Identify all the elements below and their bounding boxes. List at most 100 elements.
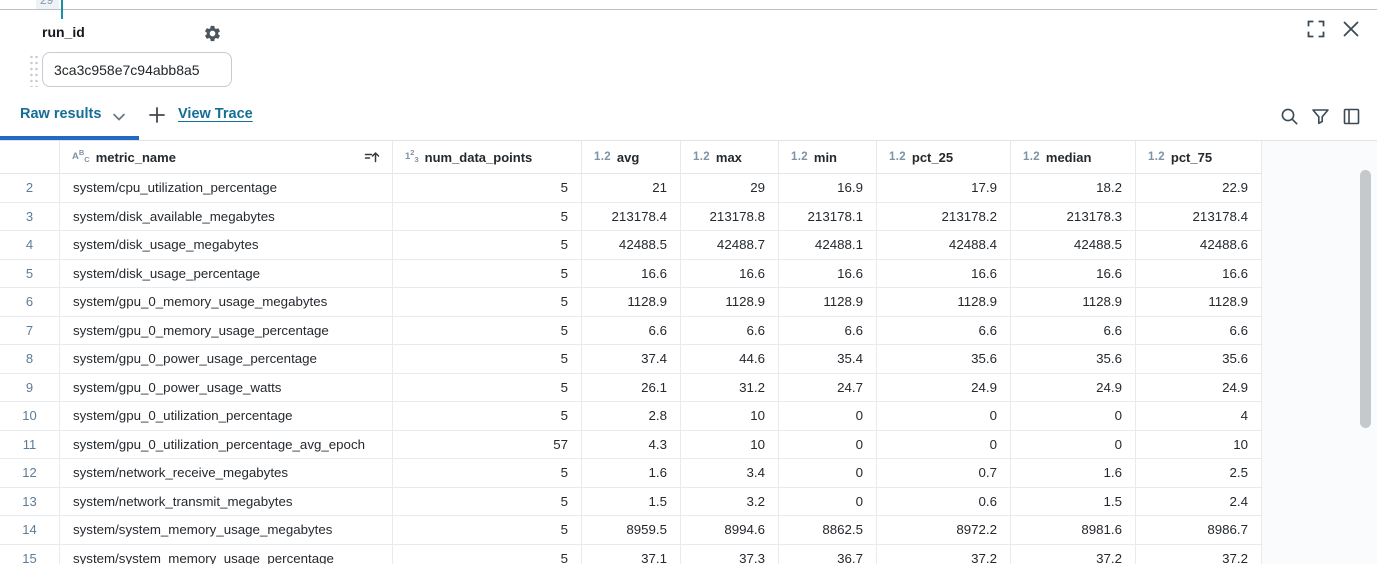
cell-num_data_points[interactable]: 5 [393, 288, 582, 316]
cell-avg[interactable]: 42488.5 [582, 231, 681, 259]
column-header-num_data_points[interactable]: 1 2 3 num_data_points [393, 141, 582, 173]
cell-num_data_points[interactable]: 5 [393, 202, 582, 230]
cell-metric_name[interactable]: system/gpu_0_power_usage_watts [60, 373, 393, 401]
cell-median[interactable]: 37.2 [1011, 544, 1136, 564]
cell-max[interactable]: 31.2 [681, 373, 779, 401]
table-row[interactable]: 10 system/gpu_0_utilization_percentage 5 2.… [0, 402, 1262, 431]
cell-min[interactable]: 0 [779, 487, 877, 515]
cell-avg[interactable]: 37.1 [582, 544, 681, 564]
cell-pct_75[interactable]: 8986.7 [1136, 516, 1262, 544]
cell-num_data_points[interactable]: 5 [393, 259, 582, 287]
cell-min[interactable]: 1128.9 [779, 288, 877, 316]
cell-metric_name[interactable]: system/disk_usage_percentage [60, 259, 393, 287]
row-number[interactable]: 9 [0, 373, 60, 401]
add-panel-button[interactable] [147, 105, 167, 125]
cell-min[interactable]: 24.7 [779, 373, 877, 401]
cell-pct_25[interactable]: 213178.2 [877, 202, 1011, 230]
cell-min[interactable]: 16.9 [779, 174, 877, 202]
cell-num_data_points[interactable]: 57 [393, 430, 582, 458]
row-number[interactable]: 14 [0, 516, 60, 544]
cell-avg[interactable]: 26.1 [582, 373, 681, 401]
cell-median[interactable]: 35.6 [1011, 345, 1136, 373]
cell-num_data_points[interactable]: 5 [393, 402, 582, 430]
vertical-scrollbar[interactable] [1360, 170, 1371, 428]
cell-pct_75[interactable]: 2.5 [1136, 459, 1262, 487]
cell-median[interactable]: 42488.5 [1011, 231, 1136, 259]
sort-ascending-icon[interactable] [364, 150, 380, 164]
table-row[interactable]: 9 system/gpu_0_power_usage_watts 5 26.1 31.2… [0, 373, 1262, 402]
cell-pct_75[interactable]: 213178.4 [1136, 202, 1262, 230]
fullscreen-icon[interactable] [1306, 19, 1326, 39]
cell-avg[interactable]: 213178.4 [582, 202, 681, 230]
table-row[interactable]: 4 system/disk_usage_megabytes 5 42488.5 4248… [0, 231, 1262, 260]
cell-max[interactable]: 44.6 [681, 345, 779, 373]
cell-metric_name[interactable]: system/network_transmit_megabytes [60, 487, 393, 515]
table-row[interactable]: 2 system/cpu_utilization_percentage 5 21 29 1… [0, 174, 1262, 203]
cell-num_data_points[interactable]: 5 [393, 459, 582, 487]
cell-num_data_points[interactable]: 5 [393, 231, 582, 259]
cell-min[interactable]: 6.6 [779, 316, 877, 344]
table-row[interactable]: 6 system/gpu_0_memory_usage_megabytes 5 112… [0, 288, 1262, 317]
cell-max[interactable]: 8994.6 [681, 516, 779, 544]
cell-metric_name[interactable]: system/gpu_0_memory_usage_percentage [60, 316, 393, 344]
row-number[interactable]: 12 [0, 459, 60, 487]
cell-median[interactable]: 213178.3 [1011, 202, 1136, 230]
table-row[interactable]: 12 system/network_receive_megabytes 5 1.6 3.… [0, 459, 1262, 488]
row-number[interactable]: 11 [0, 430, 60, 458]
cell-metric_name[interactable]: system/disk_usage_megabytes [60, 231, 393, 259]
cell-metric_name[interactable]: system/disk_available_megabytes [60, 202, 393, 230]
columns-panel-icon[interactable] [1342, 107, 1361, 126]
cell-max[interactable]: 3.2 [681, 487, 779, 515]
cell-max[interactable]: 213178.8 [681, 202, 779, 230]
cell-pct_75[interactable]: 6.6 [1136, 316, 1262, 344]
cell-metric_name[interactable]: system/gpu_0_memory_usage_megabytes [60, 288, 393, 316]
cell-max[interactable]: 3.4 [681, 459, 779, 487]
cell-num_data_points[interactable]: 5 [393, 487, 582, 515]
cell-median[interactable]: 0 [1011, 402, 1136, 430]
cell-pct_75[interactable]: 24.9 [1136, 373, 1262, 401]
cell-pct_25[interactable]: 6.6 [877, 316, 1011, 344]
column-header-metric_name[interactable]: A B C metric_name [60, 141, 393, 173]
cell-pct_75[interactable]: 42488.6 [1136, 231, 1262, 259]
cell-max[interactable]: 29 [681, 174, 779, 202]
cell-pct_25[interactable]: 0.6 [877, 487, 1011, 515]
cell-num_data_points[interactable]: 5 [393, 345, 582, 373]
table-row[interactable]: 15 system/system_memory_usage_percentage 5… [0, 544, 1262, 564]
cell-median[interactable]: 16.6 [1011, 259, 1136, 287]
run-id-input[interactable] [42, 52, 232, 87]
cell-avg[interactable]: 1.6 [582, 459, 681, 487]
cell-max[interactable]: 37.3 [681, 544, 779, 564]
search-icon[interactable] [1280, 107, 1299, 126]
cell-pct_25[interactable]: 1128.9 [877, 288, 1011, 316]
row-number[interactable]: 2 [0, 174, 60, 202]
cell-pct_75[interactable]: 4 [1136, 402, 1262, 430]
cell-pct_25[interactable]: 37.2 [877, 544, 1011, 564]
cell-min[interactable]: 0 [779, 430, 877, 458]
cell-min[interactable]: 0 [779, 459, 877, 487]
cell-pct_75[interactable]: 1128.9 [1136, 288, 1262, 316]
cell-num_data_points[interactable]: 5 [393, 516, 582, 544]
cell-min[interactable]: 8862.5 [779, 516, 877, 544]
cell-pct_25[interactable]: 0 [877, 430, 1011, 458]
cell-num_data_points[interactable]: 5 [393, 174, 582, 202]
cell-avg[interactable]: 8959.5 [582, 516, 681, 544]
column-header-max[interactable]: 1.2 max [681, 141, 779, 173]
row-number[interactable]: 5 [0, 259, 60, 287]
filter-icon[interactable] [1311, 107, 1330, 126]
row-number[interactable]: 13 [0, 487, 60, 515]
table-row[interactable]: 8 system/gpu_0_power_usage_percentage 5 37.… [0, 345, 1262, 374]
cell-pct_25[interactable]: 16.6 [877, 259, 1011, 287]
cell-pct_25[interactable]: 0 [877, 402, 1011, 430]
row-number[interactable]: 4 [0, 231, 60, 259]
cell-median[interactable]: 0 [1011, 430, 1136, 458]
row-number[interactable]: 7 [0, 316, 60, 344]
cell-avg[interactable]: 1.5 [582, 487, 681, 515]
row-number[interactable]: 15 [0, 544, 60, 564]
cell-max[interactable]: 16.6 [681, 259, 779, 287]
cell-metric_name[interactable]: system/network_receive_megabytes [60, 459, 393, 487]
table-row[interactable]: 11 system/gpu_0_utilization_percentage_av… [0, 430, 1262, 459]
cell-pct_25[interactable]: 42488.4 [877, 231, 1011, 259]
cell-max[interactable]: 6.6 [681, 316, 779, 344]
view-trace-link[interactable]: View Trace [178, 106, 253, 122]
row-number[interactable]: 10 [0, 402, 60, 430]
